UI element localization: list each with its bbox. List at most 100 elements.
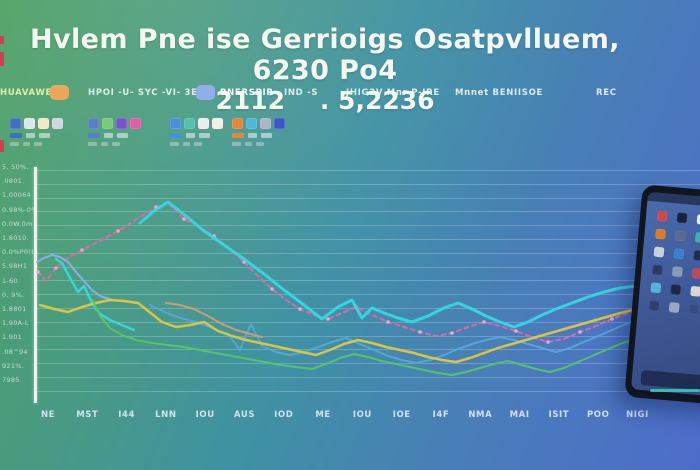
cluster-icon-row [232, 118, 285, 129]
phone-app-icon [656, 210, 668, 222]
x-tick-label: MST [76, 410, 99, 420]
phone-app-icon [675, 230, 686, 242]
app-mini-icon [116, 118, 127, 129]
grid-line [35, 211, 700, 213]
series-line-cyan-left [54, 257, 136, 332]
x-tick-label: LNN [155, 410, 177, 420]
edge-red-mark [0, 140, 4, 152]
x-tick-label: AUS [233, 410, 256, 420]
grid-line [35, 390, 700, 392]
y-tick-label: 5.98H1 [2, 262, 28, 271]
phone-app-icon [673, 248, 685, 260]
cluster-text-chip [10, 133, 22, 138]
grid-line [35, 225, 700, 227]
edge-red-mark [0, 52, 4, 66]
cluster-text-row [232, 133, 285, 138]
grid-line [35, 308, 700, 309]
series-marker-pink-dashed [546, 340, 550, 344]
cluster-text-chip [26, 133, 35, 138]
legend-label: IND -S [284, 88, 319, 98]
cluster-text-chip [261, 133, 272, 138]
grid-line [35, 239, 700, 240]
stat-icon-cluster [10, 118, 63, 146]
y-tick-label: 1.901 [2, 333, 23, 342]
x-tick-label: IOU [352, 410, 372, 420]
cluster-text-chip [248, 133, 257, 138]
edge-red-mark [0, 36, 4, 44]
cluster-text-chip [39, 133, 50, 138]
cluster-text-chip [194, 142, 202, 146]
cluster-text-chip [232, 133, 244, 138]
app-mini-icon [274, 118, 285, 129]
cluster-text-chip [245, 142, 252, 146]
app-mini-icon [212, 118, 223, 129]
series-marker-pink-dashed [270, 287, 274, 291]
grid-line [35, 266, 700, 268]
y-tick-label: 0.98%-0% [2, 205, 38, 214]
series-line-green [91, 298, 649, 376]
cluster-icon-row [88, 118, 141, 129]
cluster-text-chip [112, 142, 120, 146]
phone-app-icon [650, 282, 662, 294]
app-mini-icon [198, 118, 209, 129]
cluster-text-chip [88, 142, 97, 146]
x-tick-label: ME [315, 410, 331, 420]
cluster-text-row [170, 133, 223, 138]
y-tick-label: 1.90A-L [2, 319, 29, 328]
app-mini-icon [102, 118, 113, 129]
phone-app-icon [671, 266, 683, 278]
series-line-teal-blue-mid [149, 304, 641, 364]
cluster-icon-row [170, 118, 223, 129]
legend-label: HUAVAWE [0, 88, 53, 98]
app-mini-icon [88, 118, 99, 129]
grid-line [35, 197, 700, 199]
phone-app-icon [676, 212, 688, 224]
cluster-text-chip [101, 142, 108, 146]
app-mini-icon [24, 118, 35, 129]
x-tick-label: MAI [509, 410, 530, 420]
grid-line [35, 377, 700, 378]
series-marker-pink-dashed [298, 307, 302, 311]
legend-label: BNERSPIR [220, 88, 274, 98]
series-line-periwinkle-left [36, 254, 113, 301]
cluster-text-chip [256, 142, 264, 146]
cluster-text-chip [88, 133, 100, 138]
cluster-text-chip [34, 142, 42, 146]
cluster-text-row [88, 133, 141, 138]
x-tick-label: IOU [195, 410, 215, 420]
legend-label: REC [596, 88, 617, 98]
app-mini-icon [246, 118, 257, 129]
phone-app-icon [651, 264, 663, 276]
stat-icon-cluster [232, 118, 285, 146]
grid-line [35, 183, 700, 185]
series-marker-pink-dashed [482, 320, 486, 324]
phone-app-icon [690, 285, 700, 297]
cluster-text-chip [199, 133, 210, 138]
phone-app-icon [694, 232, 700, 243]
cluster-text-chip [183, 142, 190, 146]
x-tick-label: NMA [468, 410, 493, 420]
y-tick-label: 0.0%P0(L) [2, 248, 38, 257]
grid-line [35, 349, 700, 351]
y-tick-label: 0. 9%. [2, 290, 25, 299]
x-tick-label: I44 [118, 410, 135, 420]
cluster-text-chip [170, 133, 182, 138]
grid-line [35, 252, 700, 254]
grid-line [35, 321, 700, 323]
cluster-text-chip [10, 142, 19, 146]
cluster-text-row [232, 142, 285, 146]
series-line-yellow [38, 298, 700, 364]
app-mini-icon [130, 118, 141, 129]
series-marker-pink-dashed [182, 217, 186, 221]
cluster-text-chip [104, 133, 113, 138]
y-tick-label: 1-60 [2, 276, 18, 285]
series-line-cyan-peak [138, 200, 700, 329]
phone-app-icon [668, 302, 680, 313]
y-tick-label: 921%. [2, 361, 25, 370]
series-marker-pink-dashed [386, 320, 390, 324]
app-mini-icon [170, 118, 181, 129]
phone-screen [630, 191, 700, 400]
app-mini-icon [232, 118, 243, 129]
legend-color-chip [50, 85, 69, 100]
